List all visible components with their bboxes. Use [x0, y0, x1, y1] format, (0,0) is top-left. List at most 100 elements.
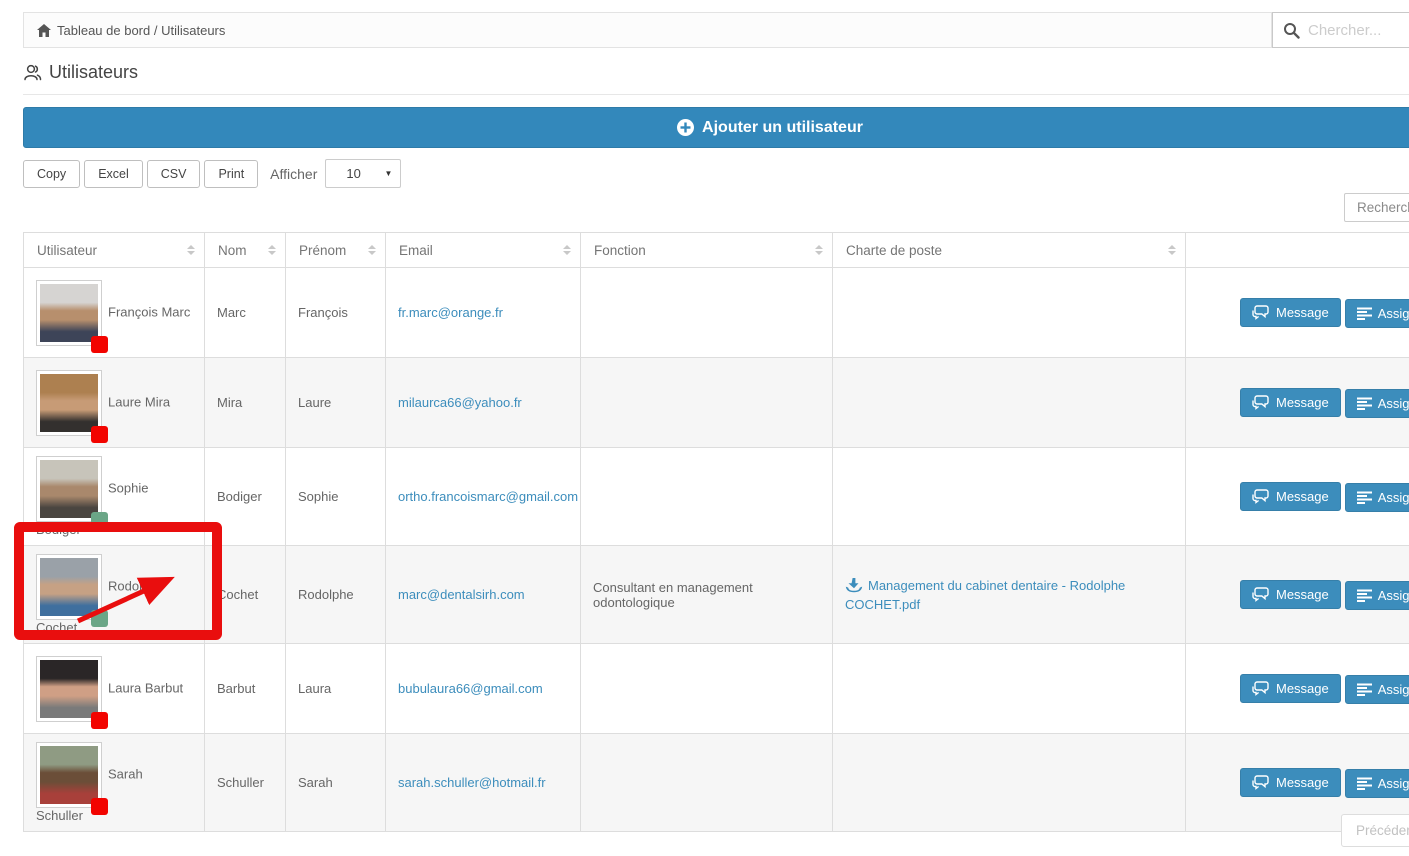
download-icon — [845, 577, 863, 597]
table-toolbar: Copy Excel CSV Print Afficher 10 ▼ — [23, 159, 402, 188]
last-name-cell: Marc — [204, 267, 286, 358]
column-header-email[interactable]: Email — [385, 232, 581, 268]
table-row: Rodolphe Cochet Cochet Rodolphe marc@den… — [23, 545, 1409, 644]
last-name-cell: Cochet — [204, 545, 286, 644]
column-label: Fonction — [594, 242, 646, 258]
home-icon — [37, 23, 51, 37]
function-cell — [580, 357, 833, 448]
avatar — [36, 279, 108, 353]
global-search-input[interactable] — [1308, 21, 1409, 39]
email-cell: marc@dentalsirh.com — [385, 545, 581, 644]
column-label: Charte de poste — [846, 242, 943, 258]
comments-icon — [1252, 304, 1270, 320]
assign-button[interactable]: Assigner — [1344, 298, 1409, 328]
sort-icon — [563, 245, 571, 255]
assign-button[interactable]: Assigner — [1344, 768, 1409, 798]
title-divider — [23, 94, 1409, 95]
avatar — [36, 369, 108, 443]
column-header-nom[interactable]: Nom — [204, 232, 286, 268]
message-label: Message — [1276, 304, 1329, 320]
email-link[interactable]: milaurca66@yahoo.fr — [398, 395, 522, 410]
column-header-prenom[interactable]: Prénom — [285, 232, 386, 268]
plus-circle-icon — [677, 119, 695, 136]
function-cell — [580, 267, 833, 358]
first-name-cell: Sophie — [285, 447, 386, 546]
assign-button[interactable]: Assigner — [1344, 580, 1409, 610]
charter-cell — [832, 447, 1186, 546]
column-header-fonction[interactable]: Fonction — [580, 232, 833, 268]
user-display-name: Sarah Schuller — [36, 766, 143, 823]
table-search-input[interactable] — [1344, 193, 1409, 222]
column-header-utilisateur[interactable]: Utilisateur — [23, 232, 205, 268]
function-cell — [580, 643, 833, 734]
first-name-cell: Laura — [285, 643, 386, 734]
assign-label: Assigner — [1377, 587, 1409, 603]
status-badge — [91, 335, 108, 353]
email-link[interactable]: ortho.francoismarc@gmail.com — [398, 489, 579, 504]
excel-button[interactable]: Excel — [84, 159, 143, 188]
sort-icon — [815, 245, 823, 255]
last-name-cell: Schuller — [204, 733, 286, 832]
user-cell: Laure Mira — [23, 357, 205, 448]
assign-button[interactable]: Assigner — [1344, 388, 1409, 418]
pagination-previous-button[interactable]: Précédent — [1341, 814, 1409, 847]
avatar — [36, 456, 108, 529]
copy-button[interactable]: Copy — [23, 159, 81, 188]
message-button[interactable]: Message — [1240, 297, 1341, 327]
function-cell — [580, 733, 833, 832]
breadcrumb[interactable]: Tableau de bord / Utilisateurs — [23, 12, 1272, 48]
sort-icon — [187, 245, 195, 255]
message-label: Message — [1276, 586, 1329, 602]
email-cell: sarah.schuller@hotmail.fr — [385, 733, 581, 832]
page-title-label: Utilisateurs — [49, 62, 139, 82]
comments-icon — [1252, 586, 1270, 602]
message-button[interactable]: Message — [1240, 767, 1341, 797]
list-lines-icon — [1356, 777, 1372, 790]
list-lines-icon — [1356, 589, 1372, 602]
last-name-cell: Barbut — [204, 643, 286, 734]
function-cell: Consultant en management odontologique — [580, 545, 833, 644]
sort-icon — [1168, 245, 1176, 255]
charter-link[interactable]: Management du cabinet dentaire - Rodolph… — [845, 577, 1125, 612]
status-badge — [91, 711, 108, 729]
actions-cell: Message Assigner — [1185, 447, 1409, 546]
add-user-button[interactable]: Ajouter un utilisateur — [23, 107, 1409, 148]
column-label: Nom — [218, 242, 247, 258]
email-link[interactable]: fr.marc@orange.fr — [398, 305, 503, 320]
column-label: Utilisateur — [37, 242, 98, 258]
message-label: Message — [1276, 394, 1329, 410]
user-display-name: Laure Mira — [108, 393, 171, 409]
breadcrumb-text: Tableau de bord / Utilisateurs — [57, 22, 226, 38]
email-cell: bubulaura66@gmail.com — [385, 643, 581, 734]
table-row: Laura Barbut Barbut Laura bubulaura66@gm… — [23, 643, 1409, 734]
list-lines-icon — [1356, 683, 1372, 696]
assign-button[interactable]: Assigner — [1344, 674, 1409, 704]
search-icon — [1283, 22, 1300, 39]
email-link[interactable]: marc@dentalsirh.com — [398, 587, 525, 602]
csv-button[interactable]: CSV — [146, 159, 201, 188]
column-header-actions — [1185, 232, 1409, 268]
global-search[interactable] — [1272, 12, 1409, 48]
message-button[interactable]: Message — [1240, 481, 1341, 511]
message-button[interactable]: Message — [1240, 579, 1341, 609]
email-link[interactable]: bubulaura66@gmail.com — [398, 681, 543, 696]
user-display-name: François Marc — [108, 303, 191, 319]
email-link[interactable]: sarah.schuller@hotmail.fr — [398, 775, 546, 790]
email-cell: ortho.francoismarc@gmail.com — [385, 447, 581, 546]
message-button[interactable]: Message — [1240, 673, 1341, 703]
column-header-charte[interactable]: Charte de poste — [832, 232, 1186, 268]
assign-label: Assigner — [1377, 775, 1409, 791]
first-name-cell: Rodolphe — [285, 545, 386, 644]
table-body: François Marc Marc François fr.marc@oran… — [23, 267, 1409, 832]
print-button[interactable]: Print — [204, 159, 259, 188]
list-lines-icon — [1356, 397, 1372, 410]
user-cell: Laura Barbut — [23, 643, 205, 734]
table-row: François Marc Marc François fr.marc@oran… — [23, 267, 1409, 358]
assign-button[interactable]: Assigner — [1344, 482, 1409, 512]
charter-cell — [832, 733, 1186, 832]
comments-icon — [1252, 488, 1270, 504]
page-length-select[interactable]: 10 ▼ — [325, 159, 402, 188]
message-label: Message — [1276, 680, 1329, 696]
first-name-cell: Laure — [285, 357, 386, 448]
message-button[interactable]: Message — [1240, 387, 1341, 417]
